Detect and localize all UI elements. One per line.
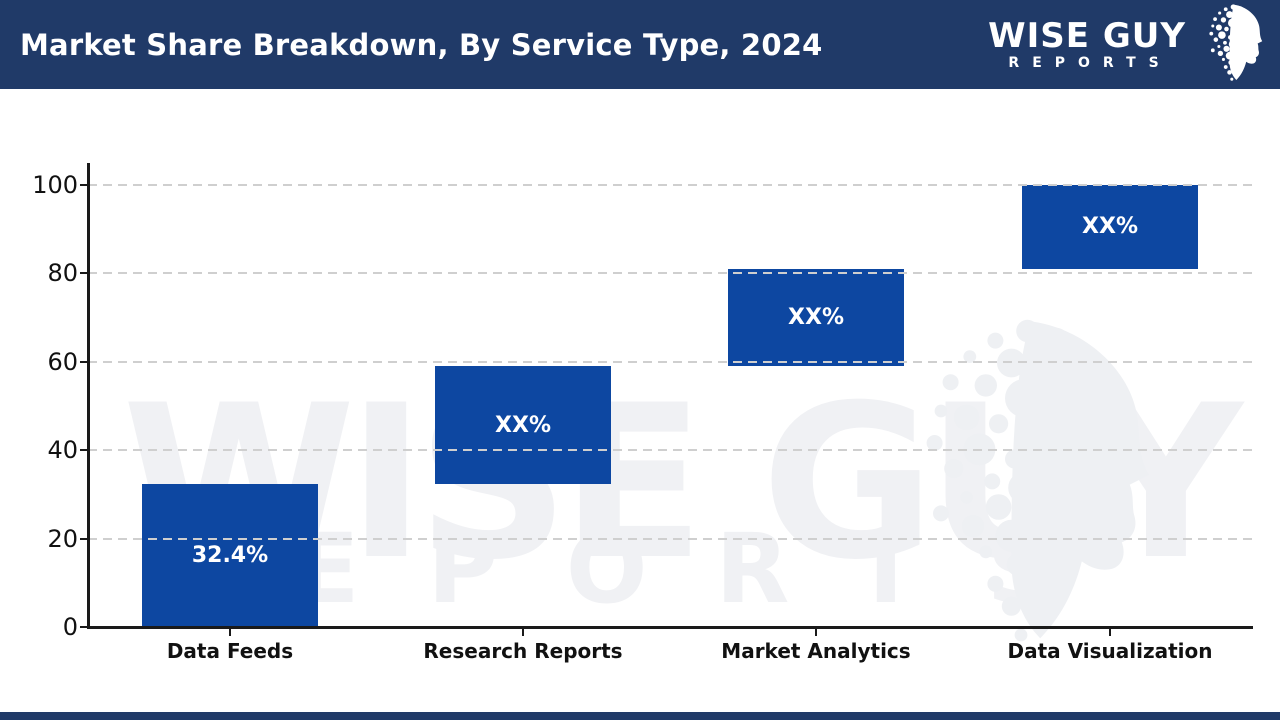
brand-logo-text: WISE GUY REPORTS bbox=[988, 19, 1186, 70]
gridline bbox=[88, 537, 1253, 540]
y-tick-label: 60 bbox=[47, 347, 78, 376]
y-tick-label: 0 bbox=[62, 613, 78, 641]
y-tick-label: 100 bbox=[32, 171, 78, 199]
bar-value-label: 32.4% bbox=[191, 542, 269, 568]
bar: 32.4% bbox=[142, 483, 318, 627]
x-axis-tick bbox=[522, 629, 524, 636]
x-axis-tick bbox=[229, 629, 231, 636]
gridline bbox=[88, 360, 1253, 363]
y-tick-label: 20 bbox=[47, 524, 78, 553]
y-axis-tick bbox=[80, 360, 88, 363]
bar: XX% bbox=[1022, 185, 1198, 269]
x-category-label: Research Reports bbox=[423, 639, 623, 663]
x-category-label: Data Feeds bbox=[166, 639, 294, 663]
brand-logo: WISE GUY REPORTS bbox=[988, 3, 1266, 87]
x-axis-tick bbox=[815, 629, 817, 636]
gridline bbox=[88, 272, 1253, 275]
y-axis-tick bbox=[80, 537, 88, 540]
gridline bbox=[88, 184, 1253, 186]
x-category-label: Market Analytics bbox=[721, 639, 911, 663]
brand-subname: REPORTS bbox=[1008, 55, 1172, 71]
brand-name: WISE GUY bbox=[988, 16, 1186, 56]
dotted-head-profile-icon bbox=[1209, 3, 1263, 81]
y-axis-tick bbox=[80, 449, 88, 452]
header-bar: Market Share Breakdown, By Service Type,… bbox=[0, 0, 1280, 89]
bar: XX% bbox=[728, 268, 904, 367]
y-tick-label: 40 bbox=[47, 436, 78, 465]
y-tick-label: 80 bbox=[47, 259, 78, 288]
chart-area: WISE GUY REPORTS 0 20 40 60 80 100 32.4% Data F… bbox=[0, 89, 1280, 712]
footer-bar bbox=[0, 712, 1280, 720]
bar-value-label: XX% bbox=[495, 412, 551, 438]
y-axis-line bbox=[87, 163, 90, 629]
bar-value-label: XX% bbox=[788, 305, 844, 331]
y-axis-tick bbox=[80, 626, 88, 628]
gridline bbox=[88, 449, 1253, 452]
bar-value-label: XX% bbox=[1082, 214, 1138, 240]
y-axis-tick bbox=[80, 184, 88, 186]
bar: XX% bbox=[435, 366, 611, 484]
x-axis-line bbox=[87, 626, 1253, 629]
y-axis-tick bbox=[80, 272, 88, 275]
x-category-label: Data Visualization bbox=[1007, 639, 1213, 663]
x-axis-tick bbox=[1109, 629, 1111, 636]
page-title: Market Share Breakdown, By Service Type,… bbox=[20, 27, 823, 62]
